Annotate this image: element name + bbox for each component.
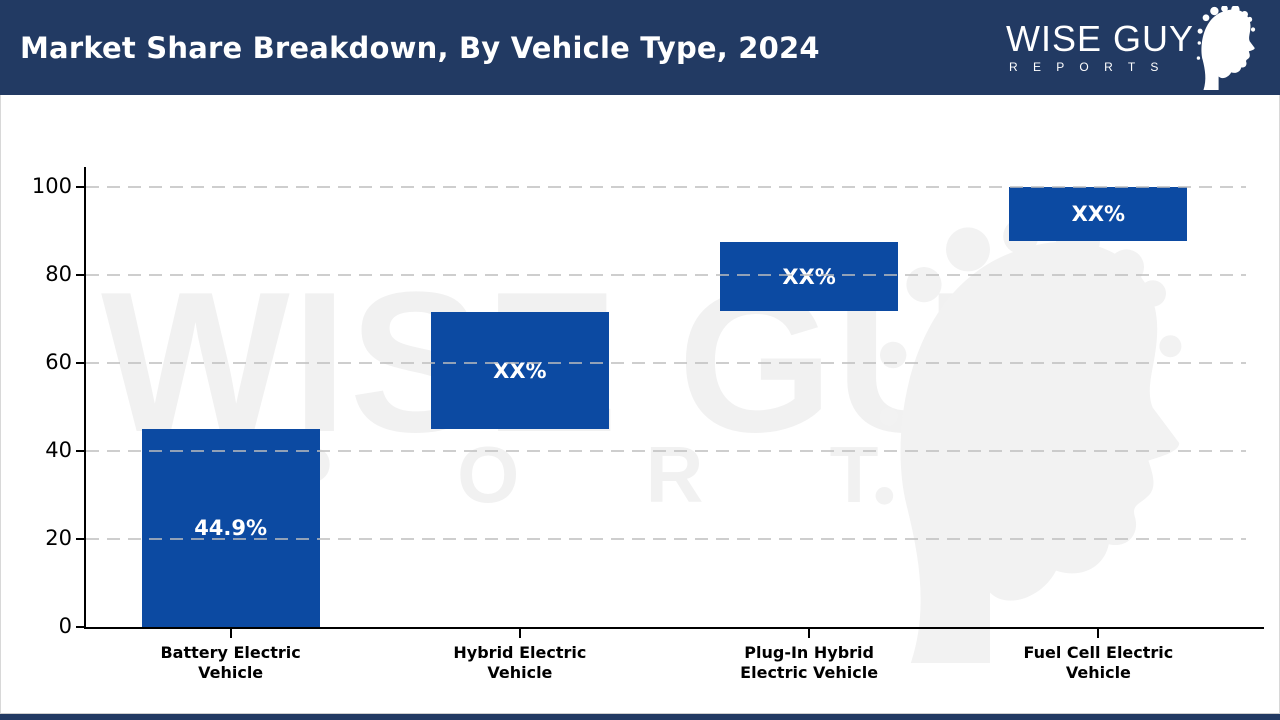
category-label: Battery Electric Vehicle bbox=[160, 643, 301, 682]
x-tick-mark bbox=[229, 629, 232, 638]
footer-bar bbox=[0, 714, 1280, 720]
gridline bbox=[86, 274, 1246, 276]
category-label: Plug-In Hybrid Electric Vehicle bbox=[740, 643, 879, 682]
y-tick-mark bbox=[76, 362, 85, 364]
gridline bbox=[86, 450, 1246, 452]
category-label: Fuel Cell Electric Vehicle bbox=[1023, 643, 1174, 682]
chart-area: WISE GUY P O R T S 0 20 40 60 80 100 44.9% Batt… bbox=[0, 95, 1280, 714]
header-bar: Market Share Breakdown, By Vehicle Type,… bbox=[0, 0, 1280, 95]
gridline bbox=[86, 186, 1246, 188]
x-axis-spine bbox=[84, 627, 1264, 629]
bar-segment: XX% bbox=[1009, 187, 1188, 242]
category-label: Hybrid Electric Vehicle bbox=[453, 643, 587, 682]
logo-wordmark: WISE GUY bbox=[1005, 18, 1194, 59]
y-axis-spine bbox=[84, 167, 86, 629]
bar-value-label: XX% bbox=[782, 264, 836, 289]
y-tick-label: 40 bbox=[45, 438, 72, 462]
y-tick-label: 0 bbox=[58, 614, 72, 638]
y-tick-mark bbox=[76, 186, 85, 188]
x-tick-mark bbox=[518, 629, 521, 638]
y-tick-label: 100 bbox=[31, 174, 72, 198]
y-tick-mark bbox=[76, 626, 85, 628]
bar-segment: XX% bbox=[720, 242, 899, 312]
x-tick-mark bbox=[808, 629, 811, 638]
logo-face-icon bbox=[1188, 6, 1266, 90]
y-tick-label: 20 bbox=[45, 526, 72, 550]
gridline bbox=[86, 538, 1246, 540]
watermark-face-icon bbox=[859, 223, 1209, 663]
y-tick-label: 60 bbox=[45, 350, 72, 374]
x-tick-mark bbox=[1097, 629, 1100, 638]
y-tick-mark bbox=[76, 538, 85, 540]
bar-segment: 44.9% bbox=[141, 429, 320, 627]
logo-text: WISE GUY R E P O R T S bbox=[1005, 18, 1194, 75]
gridline bbox=[86, 362, 1246, 364]
y-tick-mark bbox=[76, 450, 85, 452]
logo-subtext: R E P O R T S bbox=[1008, 60, 1165, 74]
brand-logo: WISE GUY R E P O R T S bbox=[1006, 6, 1266, 90]
bar-value-label: XX% bbox=[1071, 202, 1126, 227]
y-tick-label: 80 bbox=[45, 262, 72, 286]
bar-value-label: 44.9% bbox=[194, 516, 268, 541]
page-title: Market Share Breakdown, By Vehicle Type,… bbox=[20, 30, 820, 65]
bar-segment: XX% bbox=[430, 311, 609, 430]
y-tick-mark bbox=[76, 274, 85, 276]
